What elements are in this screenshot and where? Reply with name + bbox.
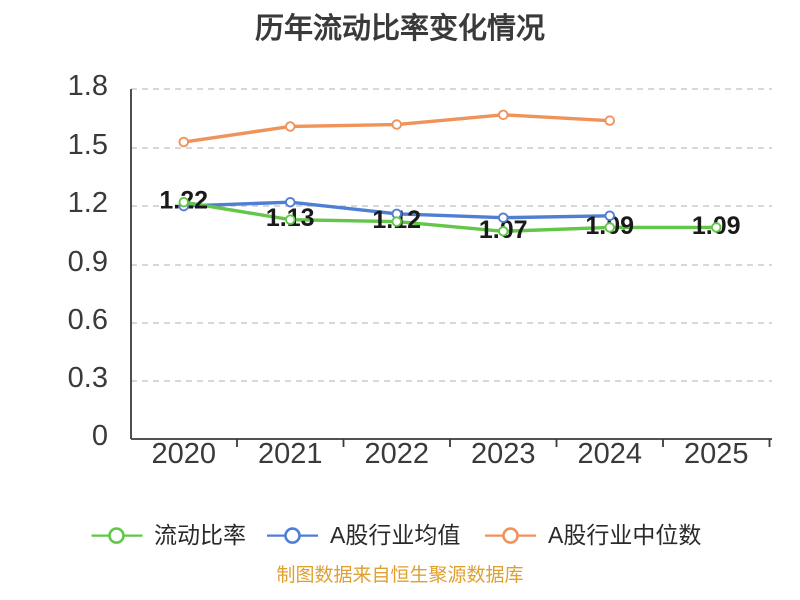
svg-text:2024: 2024: [577, 438, 642, 470]
svg-text:2022: 2022: [364, 438, 429, 470]
svg-text:A股行业中位数: A股行业中位数: [548, 522, 701, 548]
svg-text:流动比率: 流动比率: [154, 522, 246, 548]
svg-text:1.2: 1.2: [68, 187, 108, 219]
svg-text:0.6: 0.6: [68, 304, 108, 336]
svg-text:2021: 2021: [258, 438, 323, 470]
svg-text:2025: 2025: [684, 438, 749, 470]
svg-text:2023: 2023: [471, 438, 536, 470]
svg-text:0: 0: [92, 420, 108, 452]
svg-text:1.8: 1.8: [68, 70, 108, 102]
svg-text:0.9: 0.9: [68, 246, 108, 278]
svg-text:2020: 2020: [151, 438, 216, 470]
svg-text:1.5: 1.5: [68, 129, 108, 161]
svg-text:0.3: 0.3: [68, 362, 108, 394]
svg-text:A股行业均值: A股行业均值: [330, 522, 460, 548]
svg-text:制图数据来自恒生聚源数据库: 制图数据来自恒生聚源数据库: [276, 564, 523, 586]
